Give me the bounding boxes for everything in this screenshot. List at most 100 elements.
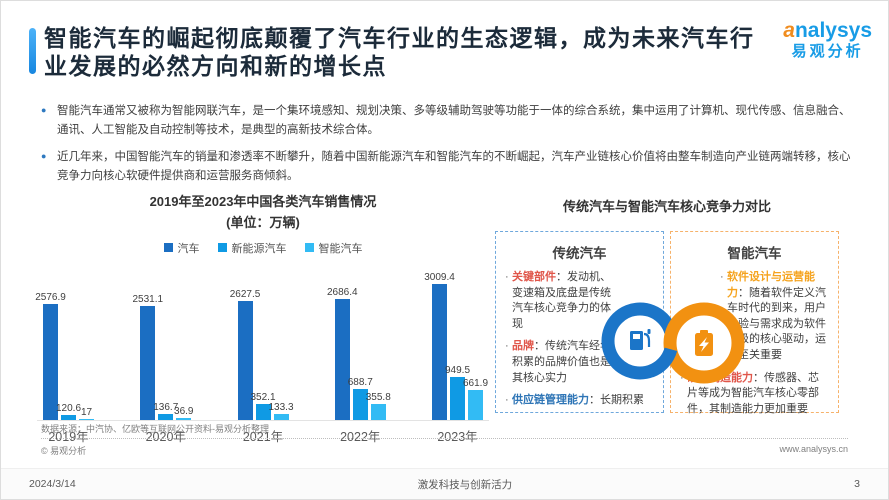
item-dot-icon: ·: [505, 394, 509, 407]
bar-value-label: 688.7: [347, 376, 373, 388]
bar: 36.9: [174, 406, 193, 420]
item-dot-icon: ·: [505, 271, 509, 283]
legend-swatch-icon: [163, 243, 173, 253]
bar: 3009.4: [424, 272, 455, 420]
bar: 949.5: [445, 365, 470, 420]
chart-legend: 汽车 新能源汽车 智能汽车: [37, 240, 489, 256]
comparison-title: 传统汽车与智能汽车核心竞争力对比: [562, 199, 771, 214]
title-accent-bar: [29, 28, 36, 74]
bar-value-label: 36.9: [174, 405, 194, 417]
x-axis-label: 2019年: [48, 429, 89, 444]
chart-title: 2019年至2023年中国各类汽车销售情况: [149, 194, 377, 209]
item-keyword: 品牌: [512, 340, 534, 353]
bullet-item: ● 近几年来，中国智能汽车的销量和渗透率不断攀升，随着中国新能源汽车和智能汽车的不…: [41, 151, 851, 182]
chart-subtitle: (单位：万辆): [226, 214, 300, 230]
x-axis-label: 2021年: [242, 429, 284, 444]
bar-value-label: 949.5: [444, 364, 471, 376]
item-dot-icon: ·: [680, 371, 684, 384]
competitiveness-item: · 关键部件：发动机、变速箱及底盘是传统汽车核心竞争力的体现: [505, 270, 612, 332]
analysys-logo: analysys 易观分析: [783, 19, 872, 61]
bar-value-label: 133.3: [268, 401, 294, 413]
traditional-car-header: 传统汽车: [552, 246, 607, 261]
bar: 2627.5: [230, 289, 260, 420]
bar: 133.3: [268, 402, 294, 420]
bar-value-label: 2686.4: [326, 286, 358, 298]
bar-group: 2531.1 136.7 36.9: [132, 294, 193, 420]
dotted-divider: [41, 438, 848, 439]
sales-bar-chart: 2019年至2023年中国各类汽车销售情况 (单位：万辆) 汽车 新能源汽车 智能汽…: [35, 193, 489, 445]
bar: 136.7: [153, 402, 178, 420]
bar: 661.9: [463, 378, 488, 420]
competitiveness-item: · 供应链管理能力：长期积累: [505, 393, 654, 409]
logo-wordmark: analysys: [783, 19, 872, 42]
item-keyword: 软件设计与运营能力: [727, 271, 815, 299]
bar-value-label: 136.7: [153, 401, 179, 413]
competitiveness-item: · 品牌：传统汽车经年积累的品牌价值也是其核心实力: [505, 339, 612, 386]
comparison-boxes: 传统汽车 · 关键部件：发动机、变速箱及底盘是传统汽车核心竞争力的体现 · 品牌：传统…: [495, 231, 839, 415]
bar-value-label: 17: [80, 406, 93, 418]
logo-chinese-name: 易观分析: [791, 43, 864, 61]
fuel-vs-electric-rings-icon: [601, 302, 745, 384]
data-source-note: 数据来源：中汽协、亿欧等互联网公开资料-易观分析整理: [41, 424, 269, 434]
item-text: ：长期积累: [589, 394, 644, 407]
footer-slogan: 激发科技与创新活力: [417, 478, 513, 491]
item-text: ：发动机、变速箱及底盘是传统汽车核心竞争力的体现: [512, 271, 611, 330]
bar-value-label: 2576.9: [35, 291, 66, 303]
fuel-pump-icon: [630, 329, 651, 350]
bullet-item: ● 智能汽车通常又被称为智能网联汽车，是一个集环境感知、规划决策、多等级辅助驾驶等…: [41, 105, 851, 136]
item-keyword: 关键部件: [512, 271, 556, 283]
item-text: ：传统汽车经年积累的品牌价值也是其核心实力: [512, 340, 611, 384]
legend-item: 智能汽车: [304, 240, 363, 256]
bar-value-label: 661.9: [462, 377, 489, 389]
bar-value-label: 355.8: [365, 391, 391, 403]
battery-charging-icon: [695, 330, 713, 356]
bullet-list: ● 智能汽车通常又被称为智能网联汽车，是一个集环境感知、规划决策、多等级辅助驾驶等…: [41, 102, 860, 195]
comparison-panel: 传统汽车与智能汽车核心竞争力对比 传统汽车 · 关键部件：发动机、变速箱及底盘是传…: [495, 196, 839, 415]
logo-swirl-icon: a: [783, 19, 795, 42]
slide-footer: 2024/3/14 激发科技与创新活力 3: [1, 468, 888, 499]
legend-swatch-icon: [304, 243, 314, 253]
copyright-row: © 易观分析 www.analysys.cn: [41, 444, 848, 457]
bar: 2576.9: [35, 292, 66, 420]
item-dot-icon: ·: [505, 340, 509, 353]
chart-x-axis: 2019年 2020年 2021年 2022年 2023年: [37, 426, 489, 445]
bar: 352.1: [250, 392, 276, 420]
footer-page-number: 3: [854, 478, 860, 490]
bullet-dot-icon: ●: [41, 105, 47, 115]
bar-group: 2576.9 120.6 17: [35, 292, 94, 420]
x-axis-label: 2020年: [145, 429, 186, 444]
copyright-text: © 易观分析: [41, 446, 87, 456]
traditional-car-items: · 关键部件：发动机、变速箱及底盘是传统汽车核心竞争力的体现 · 品牌：传统汽车经年积…: [505, 270, 654, 411]
bar: 17: [79, 407, 94, 420]
smart-car-header: 智能汽车: [727, 246, 782, 261]
chart-plot-area: 2576.9 120.6 17 2531.1 136.7 36.9 2627.5 352.1 1…: [35, 272, 489, 421]
item-keyword: 供应链管理能力: [512, 394, 589, 407]
logo-word-rest: nalysys: [794, 19, 872, 42]
website-link[interactable]: www.analysys.cn: [779, 444, 848, 454]
bar-value-label: 352.1: [250, 391, 276, 403]
item-dot-icon: ·: [720, 271, 724, 283]
footer-date: 2024/3/14: [29, 478, 76, 490]
bar: 2531.1: [132, 294, 163, 420]
bar-value-label: 120.6: [55, 402, 82, 414]
bar-value-label: 2531.1: [132, 293, 164, 305]
x-axis-label: 2023年: [437, 429, 478, 444]
bar-value-label: 2627.5: [229, 288, 261, 300]
x-axis-label: 2022年: [340, 429, 381, 444]
bar: 688.7: [348, 377, 373, 420]
bar-group: 3009.4 949.5 661.9: [424, 272, 488, 420]
bar: 2686.4: [327, 287, 358, 420]
legend-swatch-icon: [217, 243, 227, 253]
bar-value-label: 3009.4: [424, 271, 455, 283]
bullet-dot-icon: ●: [41, 151, 47, 162]
legend-item: 汽车: [163, 240, 200, 256]
bar-group: 2627.5 352.1 133.3: [230, 289, 294, 420]
item-text: ：传感器、芯片等成为智能汽车核心零部件，其制造能力更加重要: [687, 371, 819, 415]
page-title: 智能汽车的崛起彻底颠覆了汽车行业的生态逻辑，成为未来汽车行业发展的必然方向和新的…: [44, 25, 755, 79]
bar: 355.8: [366, 392, 391, 420]
header: 智能汽车的崛起彻底颠覆了汽车行业的生态逻辑，成为未来汽车行业发展的必然方向和新的…: [29, 25, 768, 80]
bar-group: 2686.4 688.7 355.8: [327, 287, 391, 420]
legend-item: 新能源汽车: [217, 240, 287, 256]
bar: 120.6: [56, 403, 81, 420]
